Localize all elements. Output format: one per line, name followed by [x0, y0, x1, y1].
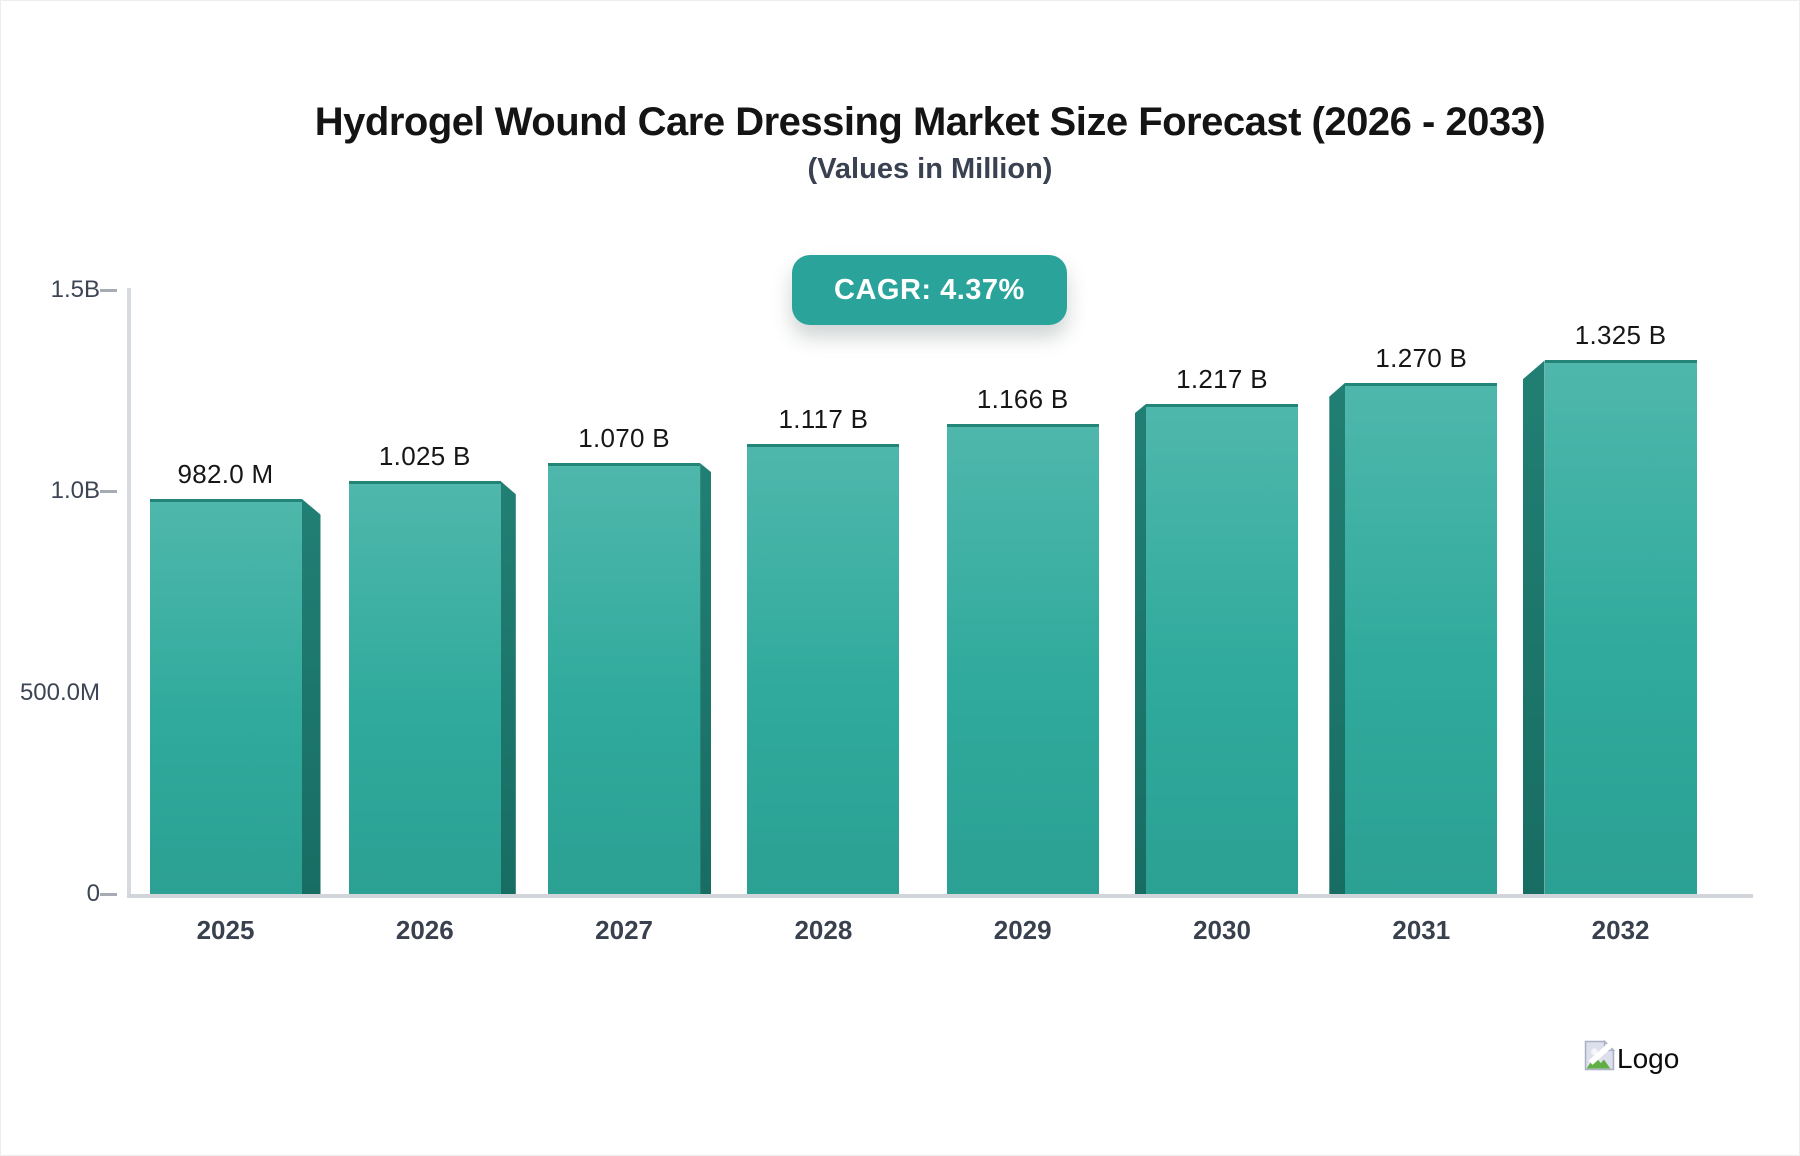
bar-3d-side — [1329, 382, 1346, 894]
bar-2026[interactable] — [348, 481, 501, 897]
x-axis-label-2025: 2025 — [196, 915, 255, 945]
logo: Logo — [1583, 1038, 1680, 1076]
chart-subtitle: (Values in Million) — [807, 153, 1053, 185]
bar-3d-side — [500, 481, 516, 894]
bar-value-label: 982.0 M — [177, 458, 274, 489]
x-axis-baseline — [127, 894, 1753, 898]
cagr-badge: CAGR: 4.37% — [792, 255, 1067, 325]
bar-value-label: 1.070 B — [578, 423, 670, 454]
y-axis-tick-mark — [100, 892, 117, 896]
bar-value-label: 1.025 B — [378, 441, 471, 472]
y-axis-tick-mark — [100, 288, 117, 292]
bar-3d-side — [1522, 360, 1545, 894]
x-axis-label-2026: 2026 — [395, 915, 454, 945]
logo-alt-text: Logo — [1617, 1043, 1680, 1074]
y-axis-label: 0 — [86, 880, 100, 907]
bar-3d-side — [301, 498, 321, 894]
bar-3d-side — [700, 463, 712, 894]
x-axis-label-2031: 2031 — [1392, 915, 1451, 945]
y-axis-label: 1.5B — [50, 276, 100, 303]
y-axis-tick-mark — [100, 489, 117, 493]
x-axis-label-2028: 2028 — [794, 915, 853, 945]
bar-2025[interactable] — [149, 498, 302, 897]
bar-value-label: 1.325 B — [1574, 320, 1667, 351]
broken-image-icon — [1583, 1038, 1618, 1076]
y-axis-label: 1.0B — [50, 477, 100, 505]
bar-2031[interactable] — [1345, 382, 1498, 897]
bar-2032[interactable] — [1544, 360, 1697, 897]
bar-2029[interactable] — [946, 424, 1099, 897]
bar-value-label: 1.217 B — [1176, 363, 1268, 394]
x-axis-label-2029: 2029 — [993, 915, 1052, 945]
x-axis-label-2027: 2027 — [595, 915, 654, 945]
bar-2028[interactable] — [747, 444, 900, 897]
bar-value-label: 1.270 B — [1375, 342, 1468, 373]
y-axis-label: 500.0M — [19, 678, 100, 706]
bar-2030[interactable] — [1146, 403, 1298, 897]
bar-value-label: 1.166 B — [976, 384, 1069, 415]
chart-header: Hydrogel Wound Care Dressing Market Size… — [60, 0, 1800, 186]
bar-2027[interactable] — [548, 463, 701, 897]
bar-3d-side — [1135, 403, 1146, 894]
chart-title: Hydrogel Wound Care Dressing Market Size… — [314, 100, 1546, 144]
x-axis-label-2032: 2032 — [1591, 915, 1650, 945]
bar-value-label: 1.117 B — [778, 404, 869, 435]
y-axis-line — [127, 288, 131, 898]
x-axis-label-2030: 2030 — [1193, 915, 1251, 945]
